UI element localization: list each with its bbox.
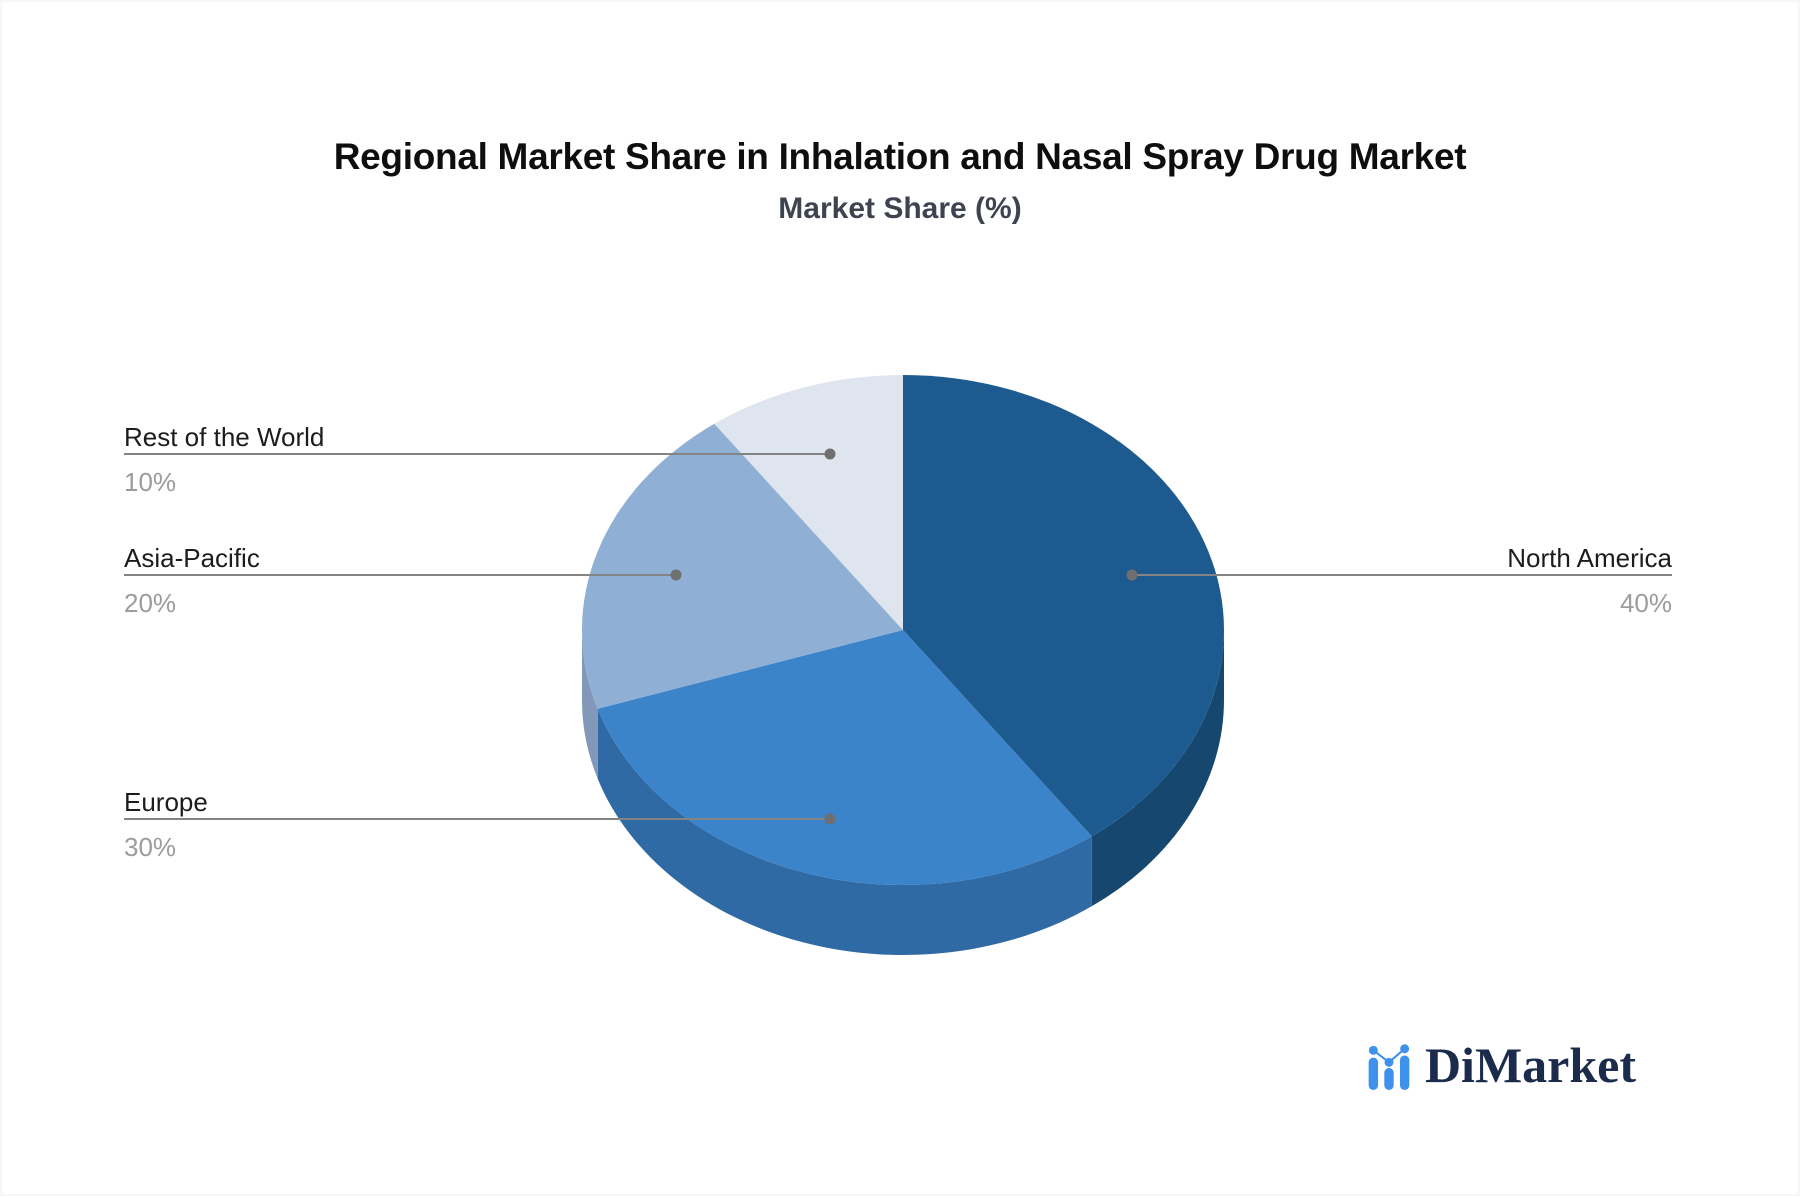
pie-slice-north-america[interactable]	[903, 375, 1224, 837]
pie-slice-side-asia-pacific	[582, 630, 598, 779]
leader-dot-asia-pacific	[670, 569, 682, 581]
value-asia-pacific: 20%	[124, 588, 176, 618]
pie-slice-rest-of-the-world[interactable]	[714, 375, 903, 630]
logo-text: DiMarket	[1424, 1037, 1636, 1093]
pie-slice-side-europe	[597, 708, 1092, 956]
label-asia-pacific: Asia-Pacific	[124, 543, 260, 573]
label-europe: Europe	[124, 787, 208, 817]
pie-slice-europe[interactable]	[597, 630, 1092, 885]
leader-dot-europe	[824, 813, 836, 825]
value-europe: 30%	[124, 832, 176, 862]
bar-sparkline-icon	[1368, 1044, 1410, 1090]
pie-slice-side-north-america	[1091, 630, 1224, 907]
dimarket-logo: DiMarket	[1366, 1040, 1636, 1094]
label-north-america: North America	[1507, 543, 1672, 573]
pie-slice-asia-pacific[interactable]	[582, 423, 903, 709]
value-north-america: 40%	[1620, 588, 1672, 618]
label-rest-of-the-world: Rest of the World	[124, 422, 324, 452]
chart-subtitle: Market Share (%)	[778, 192, 1022, 225]
leader-dot-north-america	[1126, 569, 1138, 581]
chart-title: Regional Market Share in Inhalation and …	[333, 136, 1467, 177]
value-rest-of-the-world: 10%	[124, 467, 176, 497]
leader-dot-rest-of-the-world	[824, 448, 836, 460]
